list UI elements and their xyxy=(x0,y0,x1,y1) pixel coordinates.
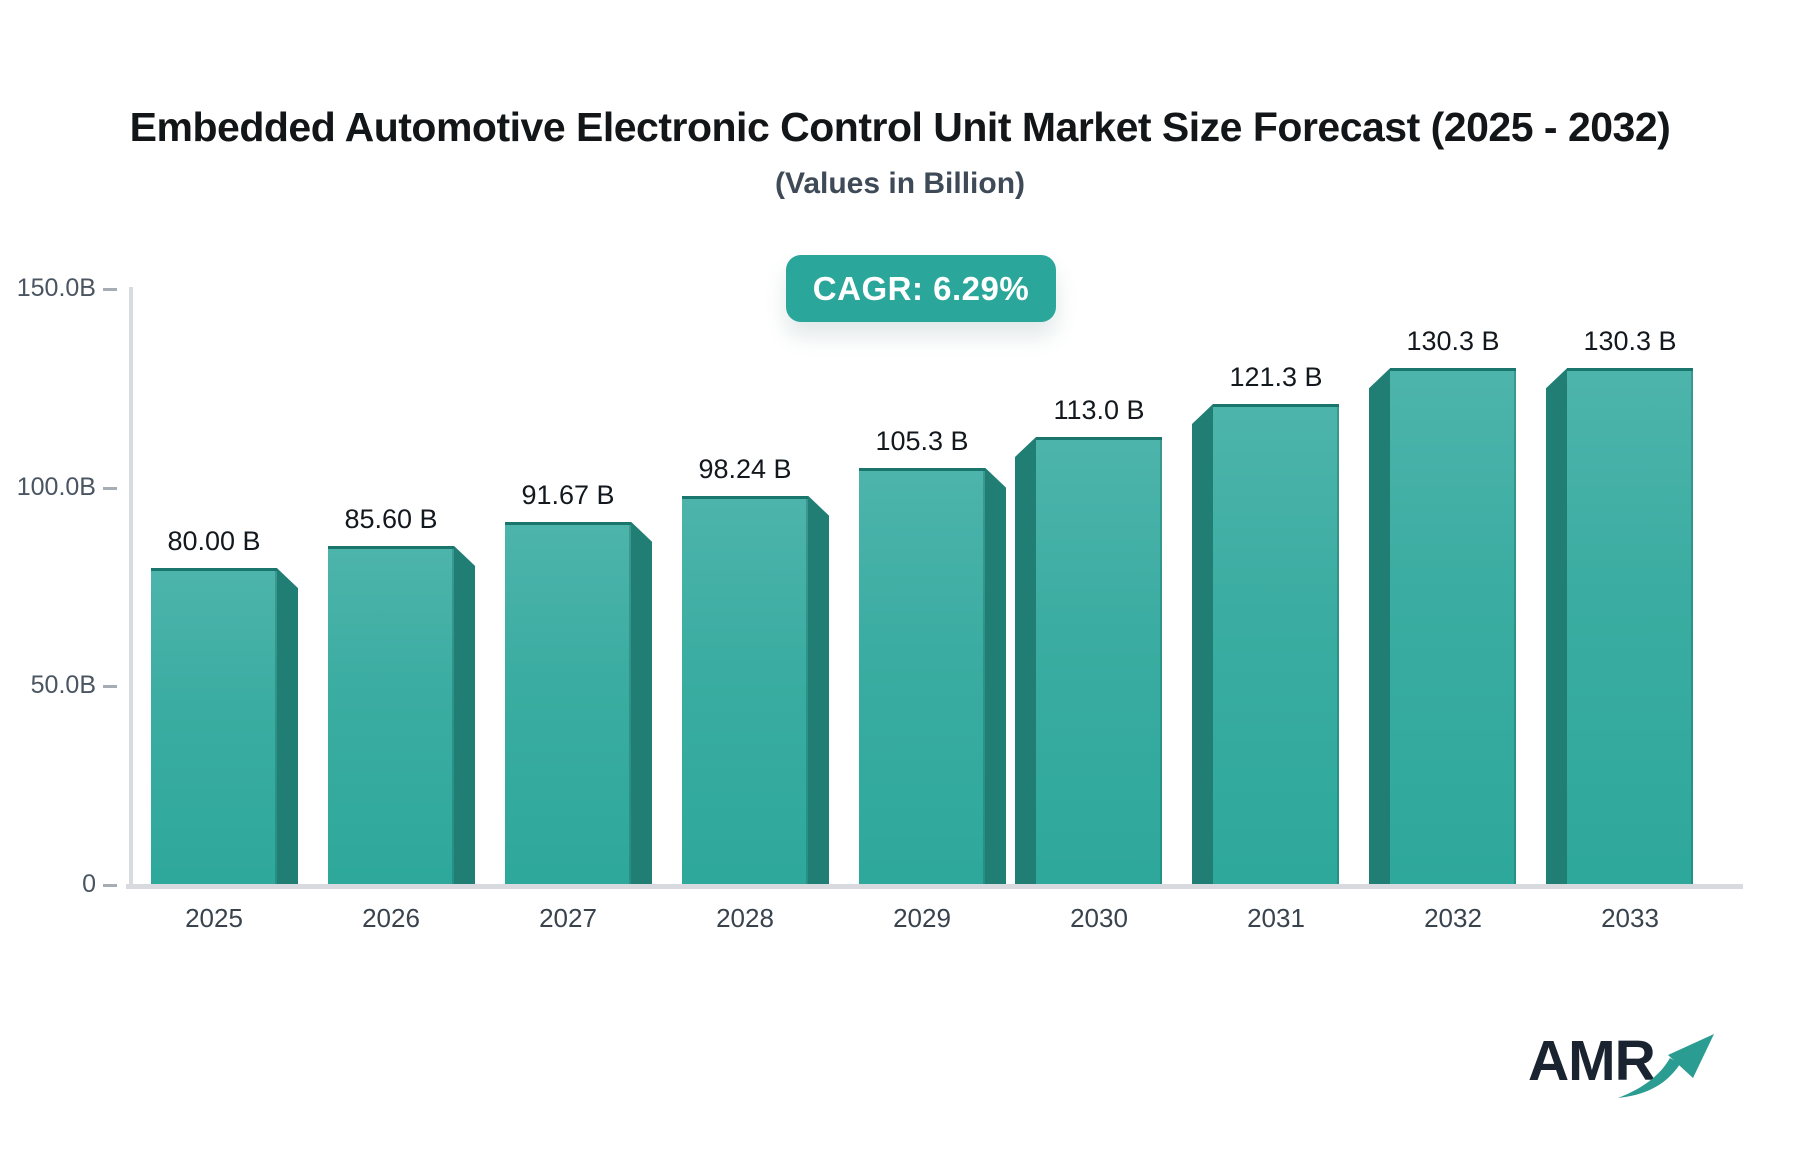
bar-2026 xyxy=(328,545,454,888)
bar-2027 xyxy=(505,521,631,888)
bar-value-label: 105.3 B xyxy=(875,425,969,456)
bar-side-2030 xyxy=(1015,437,1036,888)
bar-value-label: 85.60 B xyxy=(344,503,438,534)
y-axis-tick xyxy=(103,288,117,291)
y-axis-label: 50.0B xyxy=(30,671,96,700)
chart-subtitle: (Values in Billion) xyxy=(774,167,1026,200)
bar-side-2029 xyxy=(985,467,1006,888)
y-axis-line xyxy=(129,287,133,889)
x-axis-label: 2030 xyxy=(1070,903,1128,933)
bar-value-label: 80.00 B xyxy=(167,526,261,557)
chart-title: Embedded Automotive Electronic Control U… xyxy=(129,104,1671,150)
x-axis-label: 2026 xyxy=(362,903,420,933)
growth-arrow-icon xyxy=(1618,1034,1714,1098)
bar-value-label: 130.3 B xyxy=(1406,326,1500,357)
bar-2028 xyxy=(682,495,808,888)
bar-2031 xyxy=(1213,404,1339,888)
x-axis-label: 2029 xyxy=(893,903,951,933)
y-axis-tick xyxy=(103,685,117,689)
bar-2033 xyxy=(1567,368,1693,888)
y-axis-label: 100.0B xyxy=(16,472,96,501)
bar-side-2026 xyxy=(454,545,475,888)
y-axis-tick xyxy=(103,884,117,887)
y-axis-tick xyxy=(103,486,117,490)
bar-value-label: 130.3 B xyxy=(1583,326,1677,357)
bar-2032 xyxy=(1390,368,1516,888)
x-axis-label: 2032 xyxy=(1424,903,1482,933)
x-axis-label: 2027 xyxy=(539,903,597,933)
x-axis-label: 2028 xyxy=(716,903,774,933)
bar-value-label: 98.24 B xyxy=(698,453,792,484)
bar-side-2025 xyxy=(277,568,298,888)
x-axis-label: 2031 xyxy=(1247,903,1305,933)
amr-logo-text: AMR xyxy=(1528,1029,1656,1093)
bar-2030 xyxy=(1036,437,1162,888)
y-axis-label: 150.0B xyxy=(16,274,96,302)
bar-2029 xyxy=(859,467,985,888)
bar-value-label: 91.67 B xyxy=(521,479,615,510)
x-axis-label: 2025 xyxy=(185,903,243,933)
bar-2025 xyxy=(151,568,277,888)
y-axis-label: 0 xyxy=(82,870,96,898)
bar-side-2033 xyxy=(1546,368,1567,888)
amr-logo: AMR xyxy=(1528,1030,1748,1120)
bar-side-2032 xyxy=(1369,368,1390,888)
bar-side-2027 xyxy=(631,521,652,888)
bar-value-label: 121.3 B xyxy=(1229,362,1323,393)
x-axis-label: 2033 xyxy=(1601,903,1659,933)
cagr-badge: CAGR: 6.29% xyxy=(786,255,1056,322)
x-axis-line xyxy=(126,884,1743,889)
bar-side-2031 xyxy=(1192,404,1213,888)
bar-side-2028 xyxy=(808,495,829,888)
bar-value-label: 113.0 B xyxy=(1053,395,1145,425)
